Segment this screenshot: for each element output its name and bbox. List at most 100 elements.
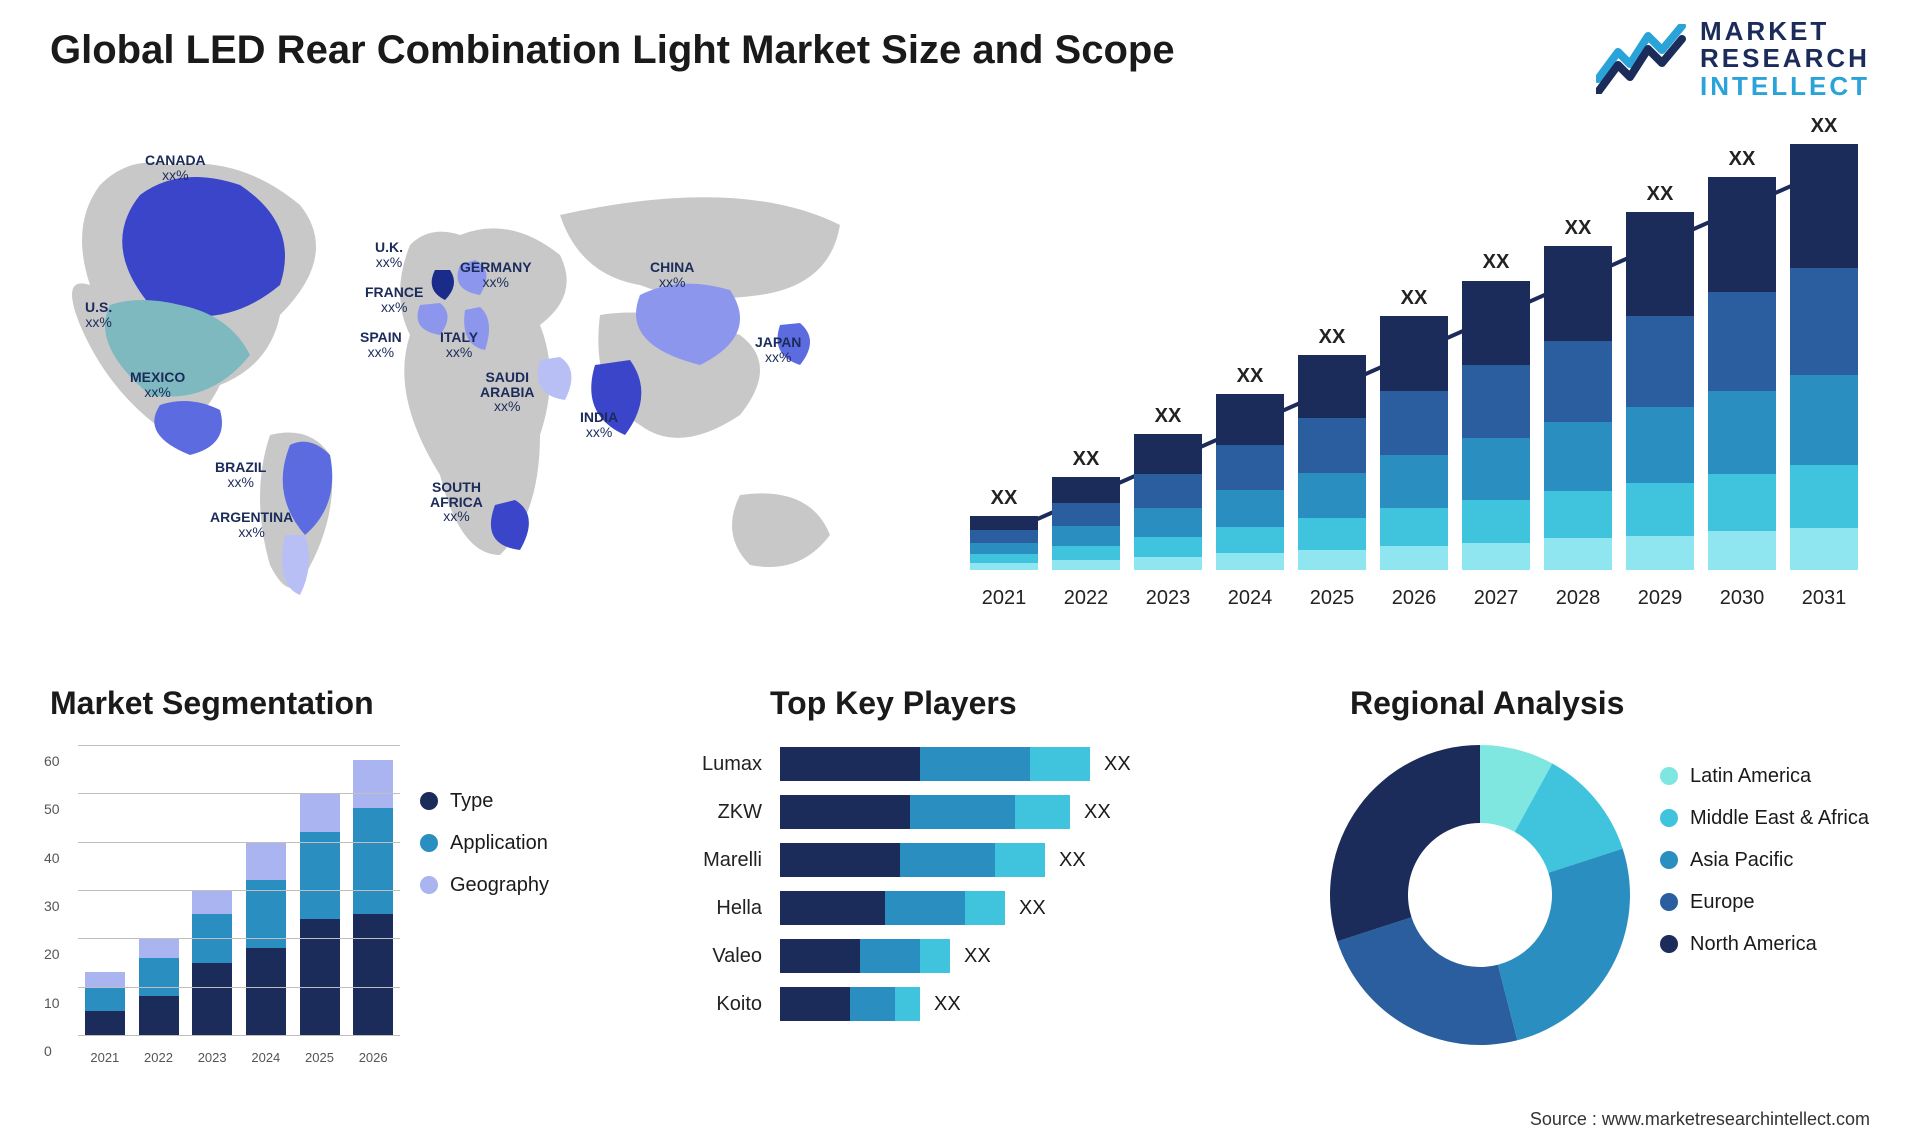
- bar: XX: [1708, 177, 1776, 570]
- x-axis-label: 2021: [78, 1050, 132, 1065]
- y-axis-label: 0: [44, 1043, 52, 1059]
- map-label: SOUTHAFRICAxx%: [430, 480, 483, 524]
- y-axis-label: 60: [44, 753, 60, 769]
- y-axis-label: 50: [44, 801, 60, 817]
- logo-text: MARKET RESEARCH INTELLECT: [1700, 18, 1870, 100]
- x-axis-label: 2025: [1298, 587, 1366, 610]
- regional-donut: [1320, 735, 1640, 1055]
- players-title: Top Key Players: [770, 685, 1017, 722]
- legend-item: Type: [420, 780, 549, 822]
- map-label: FRANCExx%: [365, 285, 423, 314]
- bar-value-label: XX: [1134, 405, 1202, 428]
- player-row: Marelli XX: [660, 841, 1250, 879]
- x-axis-label: 2026: [346, 1050, 400, 1065]
- segmentation-chart: 0102030405060202120222023202420252026: [50, 745, 400, 1065]
- page-title: Global LED Rear Combination Light Market…: [50, 28, 1175, 73]
- y-axis-label: 10: [44, 995, 60, 1011]
- regional-title: Regional Analysis: [1350, 685, 1624, 722]
- logo-mark-icon: [1596, 24, 1686, 94]
- bar: XX: [1380, 316, 1448, 570]
- x-axis-label: 2025: [293, 1050, 347, 1065]
- player-value: XX: [1090, 753, 1131, 776]
- x-axis-label: 2024: [239, 1050, 293, 1065]
- x-axis-label: 2021: [970, 587, 1038, 610]
- legend-item: Geography: [420, 864, 549, 906]
- player-value: XX: [1045, 849, 1086, 872]
- bar-value-label: XX: [1052, 448, 1120, 471]
- map-label: SPAINxx%: [360, 330, 402, 359]
- player-value: XX: [1005, 897, 1046, 920]
- map-label: GERMANYxx%: [460, 260, 532, 289]
- player-name: Koito: [660, 993, 780, 1016]
- bar: XX: [1462, 281, 1530, 571]
- legend-item: Asia Pacific: [1660, 839, 1869, 881]
- map-label: SAUDIARABIAxx%: [480, 370, 534, 414]
- x-axis-label: 2027: [1462, 587, 1530, 610]
- player-name: ZKW: [660, 801, 780, 824]
- player-value: XX: [920, 993, 961, 1016]
- map-label: ARGENTINAxx%: [210, 510, 293, 539]
- x-axis-label: 2026: [1380, 587, 1448, 610]
- x-axis-label: 2023: [1134, 587, 1202, 610]
- map-label: U.K.xx%: [375, 240, 403, 269]
- brand-logo: MARKET RESEARCH INTELLECT: [1596, 18, 1870, 100]
- player-row: ZKW XX: [660, 793, 1250, 831]
- bar: XX: [1134, 434, 1202, 570]
- bar: XX: [1216, 394, 1284, 570]
- player-value: XX: [1070, 801, 1111, 824]
- map-label: U.S.xx%: [85, 300, 112, 329]
- x-axis-label: 2024: [1216, 587, 1284, 610]
- player-name: Valeo: [660, 945, 780, 968]
- x-axis-label: 2030: [1708, 587, 1776, 610]
- bar-value-label: XX: [1298, 326, 1366, 349]
- x-axis-label: 2029: [1626, 587, 1694, 610]
- x-axis-label: 2022: [132, 1050, 186, 1065]
- map-label: JAPANxx%: [755, 335, 801, 364]
- bar: XX: [1544, 246, 1612, 570]
- bar-value-label: XX: [1216, 365, 1284, 388]
- map-label: CHINAxx%: [650, 260, 694, 289]
- segmentation-legend: TypeApplicationGeography: [420, 780, 549, 906]
- players-chart: LumaxXXZKWXXMarelliXXHellaXXValeoXXKoito…: [660, 745, 1250, 1033]
- x-axis-label: 2028: [1544, 587, 1612, 610]
- bar: XX: [1790, 144, 1858, 570]
- y-axis-label: 40: [44, 850, 60, 866]
- bar: [300, 793, 340, 1035]
- legend-item: Latin America: [1660, 755, 1869, 797]
- x-axis-label: 2023: [185, 1050, 239, 1065]
- world-map: CANADAxx%U.S.xx%MEXICOxx%BRAZILxx%ARGENT…: [40, 135, 880, 625]
- bar-value-label: XX: [1790, 115, 1858, 138]
- legend-item: Europe: [1660, 881, 1869, 923]
- bar: XX: [1052, 477, 1120, 570]
- player-name: Marelli: [660, 849, 780, 872]
- segmentation-title: Market Segmentation: [50, 685, 374, 722]
- bar: XX: [1626, 212, 1694, 570]
- bar: XX: [970, 516, 1038, 570]
- legend-item: North America: [1660, 923, 1869, 965]
- y-axis-label: 20: [44, 946, 60, 962]
- bar-value-label: XX: [1462, 251, 1530, 274]
- x-axis-label: 2031: [1790, 587, 1858, 610]
- y-axis-label: 30: [44, 898, 60, 914]
- player-name: Lumax: [660, 753, 780, 776]
- bar-value-label: XX: [1626, 183, 1694, 206]
- map-label: INDIAxx%: [580, 410, 618, 439]
- source-text: Source : www.marketresearchintellect.com: [1530, 1109, 1870, 1130]
- player-name: Hella: [660, 897, 780, 920]
- map-label: MEXICOxx%: [130, 370, 185, 399]
- player-row: Koito XX: [660, 985, 1250, 1023]
- x-axis-label: 2022: [1052, 587, 1120, 610]
- player-row: Lumax XX: [660, 745, 1250, 783]
- map-label: BRAZILxx%: [215, 460, 266, 489]
- bar: XX: [1298, 355, 1366, 570]
- bar: [353, 760, 393, 1035]
- player-value: XX: [950, 945, 991, 968]
- player-row: Hella XX: [660, 889, 1250, 927]
- bar: [192, 890, 232, 1035]
- bar-value-label: XX: [970, 487, 1038, 510]
- legend-item: Application: [420, 822, 549, 864]
- map-label: ITALYxx%: [440, 330, 478, 359]
- bar-value-label: XX: [1708, 148, 1776, 171]
- regional-legend: Latin AmericaMiddle East & AfricaAsia Pa…: [1660, 755, 1869, 965]
- bar: [85, 972, 125, 1035]
